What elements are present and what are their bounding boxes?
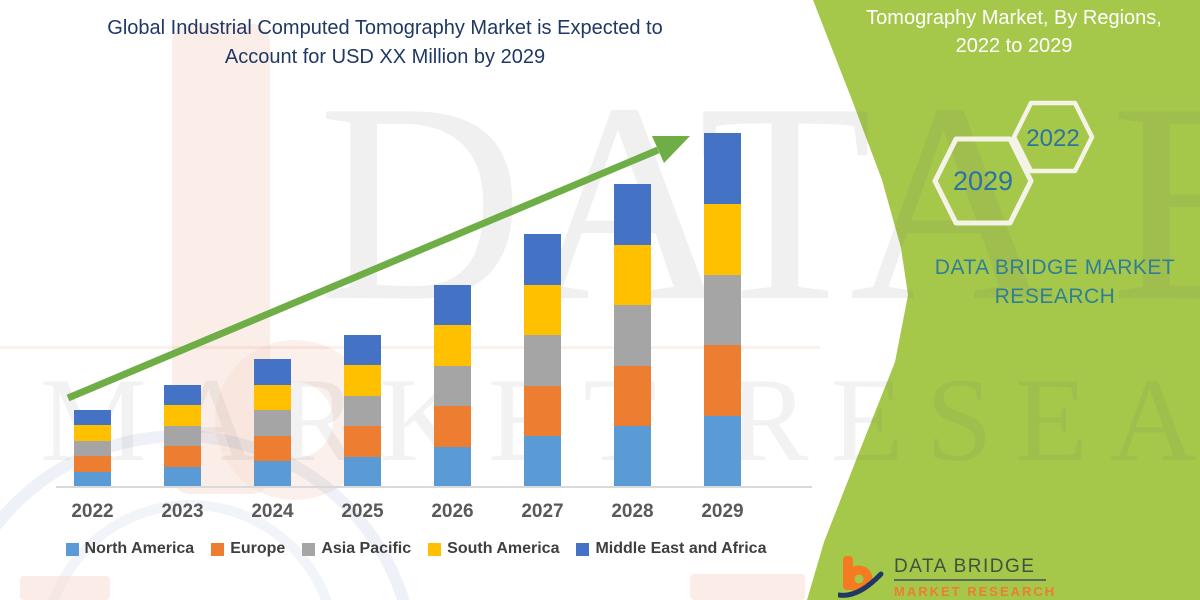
- legend-label: Asia Pacific: [321, 540, 412, 557]
- footer-brand-name: DATA BRIDGE: [894, 556, 1036, 577]
- bar-segment-2027-europe: [524, 385, 561, 437]
- legend-item-middle-east-and-africa: Middle East and Africa: [576, 540, 766, 558]
- x-axis-label-2028: 2028: [611, 501, 654, 522]
- x-axis-label-2024: 2024: [251, 501, 294, 522]
- bar-segment-2029-middle-east-and-africa: [704, 133, 741, 204]
- legend-swatch: [65, 542, 79, 556]
- x-axis-label-2022: 2022: [71, 501, 114, 522]
- legend-label: Middle East and Africa: [595, 540, 767, 557]
- bar-stack-2028: [614, 184, 651, 487]
- bar-segment-2026-asia-pacific: [434, 365, 471, 407]
- bar-segment-2027-asia-pacific: [524, 335, 561, 386]
- bar-segment-2028-asia-pacific: [614, 305, 651, 366]
- footer-logo: DATA BRIDGE MARKET RESEARCH: [838, 556, 1056, 599]
- footer-logo-text: DATA BRIDGE MARKET RESEARCH: [894, 556, 1056, 599]
- bar-stack-2027: [524, 234, 561, 487]
- bar-segment-2028-north-america: [614, 426, 651, 487]
- bar-segment-2024-europe: [254, 435, 291, 462]
- legend-swatch: [428, 542, 442, 556]
- bar-segment-2029-europe: [704, 345, 741, 417]
- bar-segment-2022-south-america: [74, 425, 111, 441]
- legend-item-europe: Europe: [211, 540, 285, 558]
- bar-segment-2022-asia-pacific: [74, 440, 111, 457]
- bar-segment-2029-asia-pacific: [704, 274, 741, 346]
- legend-item-asia-pacific: Asia Pacific: [302, 540, 411, 558]
- bar-segment-2029-north-america: [704, 416, 741, 487]
- legend-label: South America: [447, 540, 560, 557]
- bar-segment-2026-europe: [434, 406, 471, 447]
- chart-legend: North America Europe Asia Pacific South Ame…: [30, 540, 802, 558]
- bar-segment-2024-north-america: [254, 461, 291, 487]
- bar-segment-2024-middle-east-and-africa: [254, 359, 291, 385]
- legend-item-south-america: South America: [428, 540, 559, 558]
- bar-segment-2027-south-america: [524, 284, 561, 336]
- bar-segment-2023-asia-pacific: [164, 425, 201, 447]
- bar-segment-2023-europe: [164, 446, 201, 467]
- bar-stack-2024: [254, 359, 291, 487]
- x-axis-label-2027: 2027: [521, 501, 564, 522]
- footer-brand-subtitle: MARKET RESEARCH: [894, 584, 1057, 599]
- legend-label: North America: [84, 540, 195, 557]
- bar-stack-2023: [164, 385, 201, 487]
- bar-segment-2025-north-america: [344, 456, 381, 487]
- bar-segment-2026-south-america: [434, 325, 471, 366]
- bar-stack-2022: [74, 410, 111, 487]
- bar-segment-2023-south-america: [164, 405, 201, 426]
- bar-segment-2028-europe: [614, 365, 651, 427]
- footer-brand-underline: [894, 579, 1046, 581]
- x-axis-line: [56, 486, 812, 488]
- x-axis-label-2026: 2026: [431, 501, 474, 522]
- bar-segment-2028-south-america: [614, 244, 651, 306]
- legend-swatch: [211, 542, 225, 556]
- x-axis-label-2025: 2025: [341, 501, 384, 522]
- bar-segment-2022-middle-east-and-africa: [74, 410, 111, 426]
- bar-segment-2025-south-america: [344, 365, 381, 396]
- bar-segment-2023-north-america: [164, 466, 201, 487]
- bar-stack-2025: [344, 335, 381, 487]
- bar-segment-2024-south-america: [254, 384, 291, 411]
- legend-label: Europe: [230, 540, 286, 557]
- legend-swatch: [576, 542, 590, 556]
- legend-item-north-america: North America: [65, 540, 195, 558]
- chart-title-line2: Account for USD XX Million by 2029: [224, 46, 546, 68]
- bar-segment-2022-europe: [74, 456, 111, 472]
- databridge-logo-icon: [838, 556, 884, 598]
- bar-segment-2024-asia-pacific: [254, 410, 291, 436]
- bar-stack-2026: [434, 285, 471, 487]
- x-axis-label-2023: 2023: [161, 501, 204, 522]
- bar-segment-2028-middle-east-and-africa: [614, 184, 651, 245]
- legend-swatch: [302, 542, 316, 556]
- bar-segment-2029-south-america: [704, 203, 741, 275]
- bar-segment-2022-north-america: [74, 471, 111, 487]
- x-axis-label-2029: 2029: [701, 501, 744, 522]
- bar-segment-2027-middle-east-and-africa: [524, 234, 561, 285]
- bar-segment-2025-asia-pacific: [344, 395, 381, 427]
- bar-segment-2027-north-america: [524, 436, 561, 487]
- bar-segment-2025-middle-east-and-africa: [344, 335, 381, 366]
- bar-segment-2023-middle-east-and-africa: [164, 385, 201, 406]
- bar-segment-2026-north-america: [434, 446, 471, 487]
- bar-segment-2026-middle-east-and-africa: [434, 285, 471, 326]
- bar-segment-2025-europe: [344, 426, 381, 457]
- bar-stack-2029: [704, 133, 741, 487]
